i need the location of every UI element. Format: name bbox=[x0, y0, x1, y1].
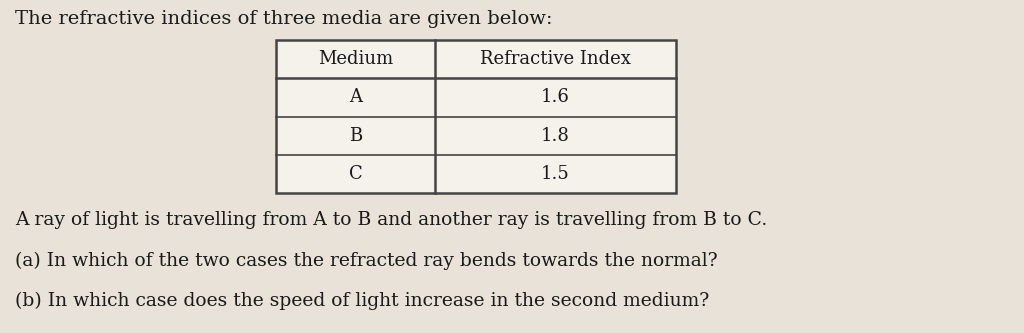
Text: A: A bbox=[349, 88, 362, 107]
Text: (a) In which of the two cases the refracted ray bends towards the normal?: (a) In which of the two cases the refrac… bbox=[15, 251, 718, 270]
Text: Refractive Index: Refractive Index bbox=[480, 50, 631, 68]
Text: 1.6: 1.6 bbox=[541, 88, 570, 107]
Text: Medium: Medium bbox=[318, 50, 393, 68]
Text: C: C bbox=[349, 165, 362, 183]
Text: B: B bbox=[349, 127, 362, 145]
Bar bbox=[276, 40, 676, 193]
Text: 1.5: 1.5 bbox=[541, 165, 570, 183]
Text: 1.8: 1.8 bbox=[541, 127, 570, 145]
Text: A ray of light is travelling from A to B and another ray is travelling from B to: A ray of light is travelling from A to B… bbox=[15, 211, 768, 229]
Text: (b) In which case does the speed of light increase in the second medium?: (b) In which case does the speed of ligh… bbox=[15, 291, 710, 310]
Text: The refractive indices of three media are given below:: The refractive indices of three media ar… bbox=[15, 10, 553, 28]
